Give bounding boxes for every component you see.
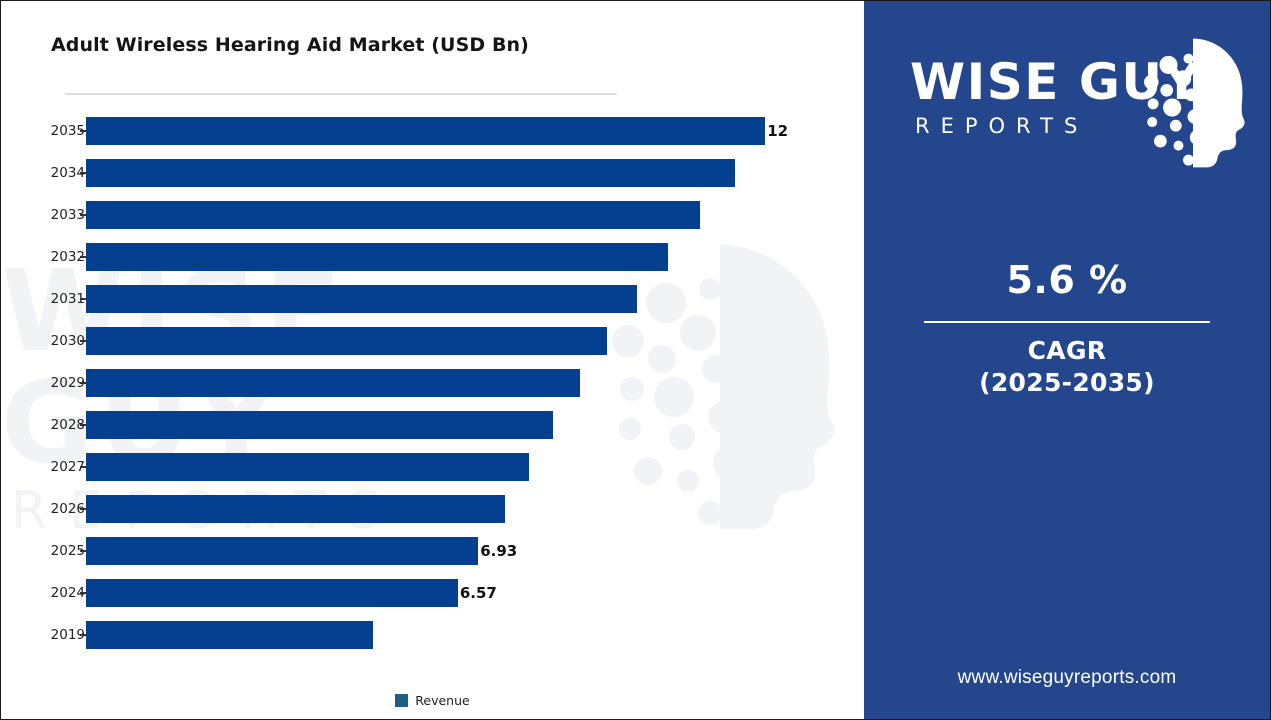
brand-side-panel: WISE GUY REPORTS	[864, 1, 1270, 719]
y-axis-tick-label: 2027	[50, 459, 85, 475]
y-axis-tick-label: 2029	[50, 375, 85, 391]
y-axis-tick-label: 2025	[50, 543, 85, 559]
chart-legend: Revenue	[1, 693, 864, 708]
y-axis-tick-label: 2019	[50, 627, 85, 643]
brand-logo: WISE GUY REPORTS	[908, 38, 1256, 168]
bar-revenue	[86, 117, 766, 145]
y-axis-tick-label: 2028	[50, 417, 85, 433]
bar-row: 2034	[1, 159, 864, 187]
legend-label-revenue: Revenue	[415, 693, 470, 708]
bar-revenue	[86, 411, 553, 439]
cagr-block: 5.6 % CAGR (2025-2035)	[864, 258, 1270, 399]
bar-row: 2025 6.93	[1, 537, 864, 565]
y-axis-tick-mark	[80, 172, 86, 174]
bar-row: 2029	[1, 369, 864, 397]
bar-row: 2031	[1, 285, 864, 313]
bar-value-label: 6.93	[480, 542, 518, 560]
bar-row: 2033	[1, 201, 864, 229]
bar-revenue	[86, 159, 736, 187]
y-axis-tick-label: 2026	[50, 501, 85, 517]
y-axis-tick-label: 2032	[50, 249, 85, 265]
bar-revenue	[86, 201, 700, 229]
y-axis-tick-label: 2031	[50, 291, 85, 307]
y-axis-tick-label: 2033	[50, 207, 85, 223]
title-divider	[65, 93, 617, 95]
y-axis-tick-mark	[80, 214, 86, 216]
y-axis-tick-mark	[80, 466, 86, 468]
y-axis-tick-label: 2035	[50, 123, 85, 139]
bar-revenue	[86, 369, 581, 397]
bar-value-label: 6.57	[459, 584, 497, 602]
cagr-label: CAGR	[1027, 335, 1107, 365]
bar-revenue	[86, 579, 458, 607]
website-url: www.wiseguyreports.com	[957, 667, 1177, 688]
legend-swatch-revenue	[395, 694, 409, 707]
cagr-value: 5.6 %	[1006, 258, 1128, 302]
bar-row: 2027	[1, 453, 864, 481]
y-axis-tick-mark	[80, 508, 86, 510]
bar-row: 2026	[1, 495, 864, 523]
y-axis-tick-label: 2030	[50, 333, 85, 349]
bar-row: 2030	[1, 327, 864, 355]
bar-chart-plot: 2035 12 2034 2033 2032 2031 2030 2029 2028 2027 20…	[1, 1, 864, 681]
brand-logo-line2: REPORTS	[915, 114, 1089, 138]
bar-revenue	[86, 243, 669, 271]
cagr-period: (2025-2035)	[979, 367, 1155, 397]
bar-revenue	[86, 621, 373, 649]
bar-row: 2024 6.57	[1, 579, 864, 607]
chart-title: Adult Wireless Hearing Aid Market (USD B…	[51, 34, 529, 56]
brand-head-icon	[1144, 38, 1245, 168]
bar-value-label: 12	[767, 122, 789, 140]
cagr-divider	[924, 320, 1210, 323]
bar-row: 2032	[1, 243, 864, 271]
bar-row: 2019	[1, 621, 864, 649]
y-axis-tick-mark	[80, 424, 86, 426]
y-axis-tick-mark	[80, 340, 86, 342]
bar-revenue	[86, 285, 637, 313]
y-axis-tick-label: 2024	[50, 585, 85, 601]
bar-revenue	[86, 495, 505, 523]
y-axis-tick-mark	[80, 298, 86, 300]
y-axis-tick-mark	[80, 130, 86, 132]
bar-revenue	[86, 453, 530, 481]
y-axis-tick-mark	[80, 382, 86, 384]
bar-revenue	[86, 537, 479, 565]
y-axis-tick-mark	[80, 256, 86, 258]
y-axis-tick-mark	[80, 634, 86, 636]
bar-row: 2028	[1, 411, 864, 439]
y-axis-tick-label: 2034	[50, 165, 85, 181]
chart-panel: WISE GUY REPORTS	[1, 1, 864, 719]
bar-row: 2035 12	[1, 117, 864, 145]
y-axis-tick-mark	[80, 550, 86, 552]
y-axis-tick-mark	[80, 592, 86, 594]
bar-revenue	[86, 327, 607, 355]
